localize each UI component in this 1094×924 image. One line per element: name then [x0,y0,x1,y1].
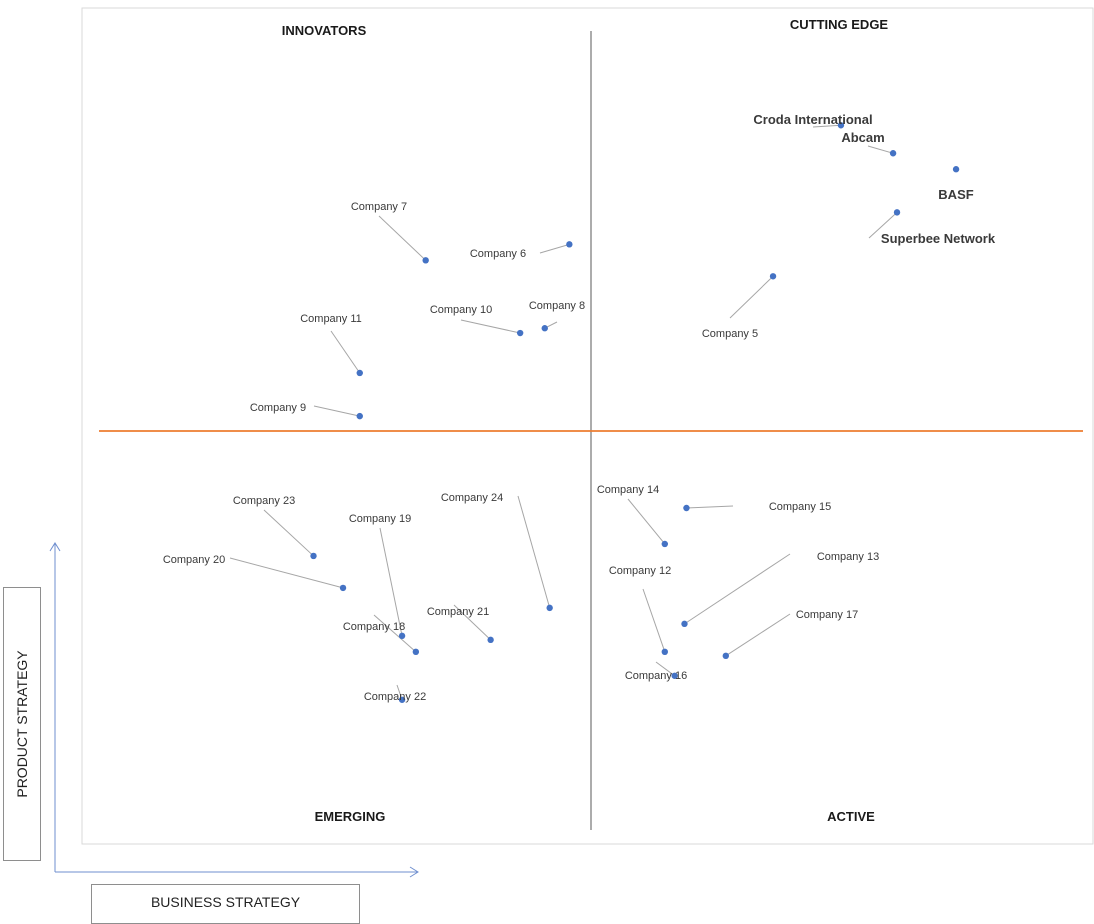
data-point-company-14 [661,540,668,548]
y-axis-title: PRODUCT STRATEGY [14,650,30,798]
point-label-company-13: Company 13 [817,551,879,563]
data-point-company-9 [356,412,363,420]
point-label-company-7: Company 7 [351,201,407,213]
leader-line-company-17 [725,613,791,657]
data-point-company-18 [412,648,420,656]
data-point-company-23 [310,552,317,560]
leader-line-company-9 [313,405,360,417]
point-label-company-8: Company 8 [529,300,585,312]
data-point-company-6 [566,241,573,248]
x-axis-title: BUSINESS STRATEGY [150,894,301,910]
point-label-company-12: Company 12 [609,565,671,577]
point-label-company-6: Company 6 [470,248,526,260]
leader-line-company-12 [642,588,666,652]
point-label-company-14: Company 14 [597,484,659,496]
data-point-abcam [889,150,897,157]
point-label-company-5: Company 5 [702,328,758,340]
leader-line-company-14 [627,498,666,545]
point-label-company-21: Company 21 [427,606,489,618]
data-point-company-16 [671,672,678,679]
leader-line-company-23 [263,509,314,557]
point-label-company-18: Company 18 [343,621,405,633]
point-label-superbee-network: Superbee Network [881,231,996,246]
leader-line-company-15 [686,505,734,509]
data-point-company-7 [422,257,429,264]
point-label-company-16: Company 16 [625,670,687,682]
data-points [310,122,960,703]
point-label-company-22: Company 22 [364,691,426,703]
y-axis-arrow-head [49,542,61,552]
quadrant-label-active: ACTIVE [827,809,875,824]
data-point-company-10 [516,329,524,337]
point-label-basf: BASF [938,187,973,202]
data-point-basf [952,166,960,173]
leader-line-company-20 [229,557,344,589]
data-point-company-17 [722,652,730,660]
leader-lines [229,124,898,700]
leader-line-company-16 [655,661,675,677]
point-label-company-23: Company 23 [233,495,295,507]
data-point-company-21 [487,636,494,644]
leader-line-abcam [867,145,894,154]
data-point-company-5 [769,273,777,280]
point-label-company-15: Company 15 [769,501,831,513]
leader-line-croda-international [812,124,841,128]
point-label-company-11: Company 11 [300,313,362,325]
leader-line-company-11 [330,330,361,374]
data-point-company-22 [398,696,406,703]
data-point-company-15 [683,504,690,512]
point-labels: Croda International Abcam BASF Superbee Net… [163,112,996,703]
leader-line-company-6 [539,243,570,254]
point-label-abcam: Abcam [841,130,884,145]
x-axis-arrow-head [409,866,419,878]
leader-line-company-18 [373,614,417,653]
data-point-company-8 [541,325,548,332]
data-point-superbee-network [893,209,901,216]
data-point-company-12 [661,648,668,656]
leader-line-company-10 [460,319,521,334]
data-point-company-24 [546,604,553,612]
point-label-company-10: Company 10 [430,304,492,316]
leader-line-company-13 [684,553,791,625]
quadrant-label-innovators: INNOVATORS [282,23,367,38]
leader-line-company-21 [453,604,491,641]
point-label-croda-international: Croda International [753,112,872,127]
point-label-company-20: Company 20 [163,554,225,566]
point-label-company-24: Company 24 [441,492,503,504]
data-point-company-19 [398,632,406,640]
data-point-company-13 [681,620,688,628]
leader-line-company-5 [729,275,774,319]
quadrant-label-emerging: EMERGING [315,809,386,824]
leader-line-company-7 [378,215,427,261]
point-label-company-19: Company 19 [349,513,411,525]
y-axis-title-box: PRODUCT STRATEGY [3,587,41,861]
plot-frame [81,7,1094,845]
point-label-company-9: Company 9 [250,402,306,414]
leader-line-company-19 [379,527,403,636]
point-label-company-17: Company 17 [796,609,858,621]
quadrant-label-cutting-edge: CUTTING EDGE [790,17,889,32]
leader-line-company-24 [517,495,551,609]
leader-line-superbee-network [868,212,898,239]
data-point-croda-international [837,122,845,129]
x-axis-title-box: BUSINESS STRATEGY [91,884,360,924]
data-point-company-11 [356,369,363,377]
data-point-company-20 [339,584,347,592]
